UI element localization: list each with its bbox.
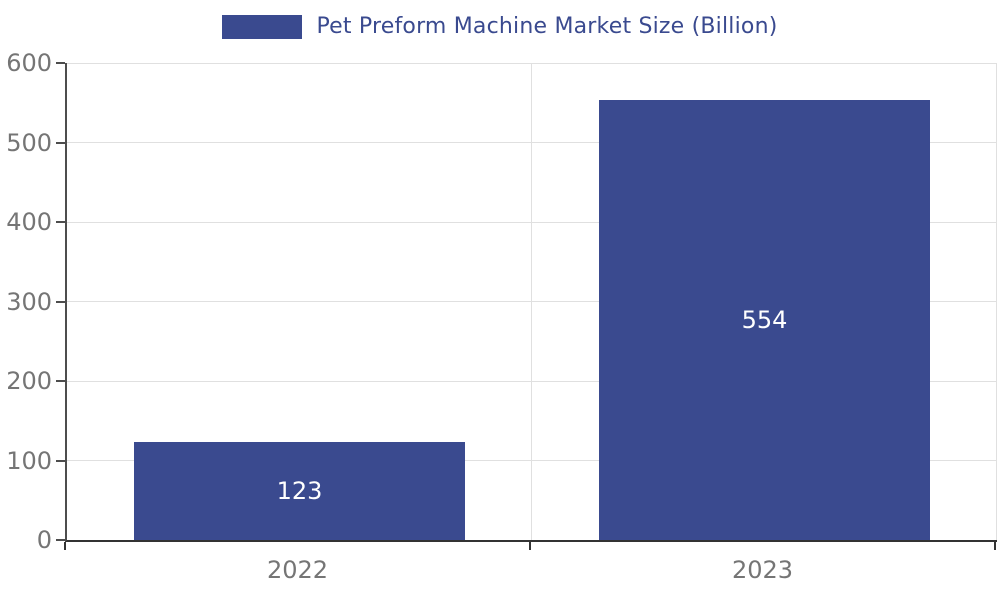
y-tick-label: 0 [36, 526, 52, 554]
y-axis-tick [56, 380, 65, 382]
y-tick-label: 500 [6, 128, 52, 157]
gridline-vertical [531, 63, 532, 540]
gridline-horizontal [67, 142, 997, 143]
x-axis-tick [994, 542, 996, 550]
y-tick-label: 100 [6, 446, 52, 475]
y-axis-tick [56, 62, 65, 64]
x-axis-tick [64, 542, 66, 550]
chart-title: Pet Preform Machine Market Size (Billion… [316, 14, 778, 39]
y-axis-tick [56, 141, 65, 144]
gridline-horizontal [67, 221, 997, 223]
x-tick-label: 2023 [731, 556, 794, 584]
bar [134, 442, 465, 540]
x-axis-tick [529, 542, 531, 550]
y-tick-label: 200 [6, 367, 52, 395]
bar [599, 99, 930, 540]
bar-value-label: 554 [741, 305, 788, 334]
y-tick-label: 400 [6, 208, 52, 236]
y-axis-tick [56, 459, 65, 462]
y-axis-tick [56, 539, 65, 541]
legend-swatch [222, 14, 303, 39]
gridline-horizontal [67, 380, 997, 382]
plot-area: 123 554 [65, 62, 997, 542]
y-tick-label: 300 [6, 287, 52, 316]
y-axis-tick [56, 221, 65, 223]
bar-value-label: 123 [276, 477, 323, 506]
gridline-horizontal [67, 62, 997, 64]
x-tick-label: 2022 [266, 556, 329, 584]
gridline-horizontal [67, 301, 997, 302]
y-tick-label: 600 [6, 49, 52, 77]
legend: Pet Preform Machine Market Size (Billion… [0, 14, 1000, 39]
y-axis-tick [56, 300, 65, 303]
gridline-vertical [996, 63, 997, 540]
gridline-horizontal [67, 460, 997, 461]
